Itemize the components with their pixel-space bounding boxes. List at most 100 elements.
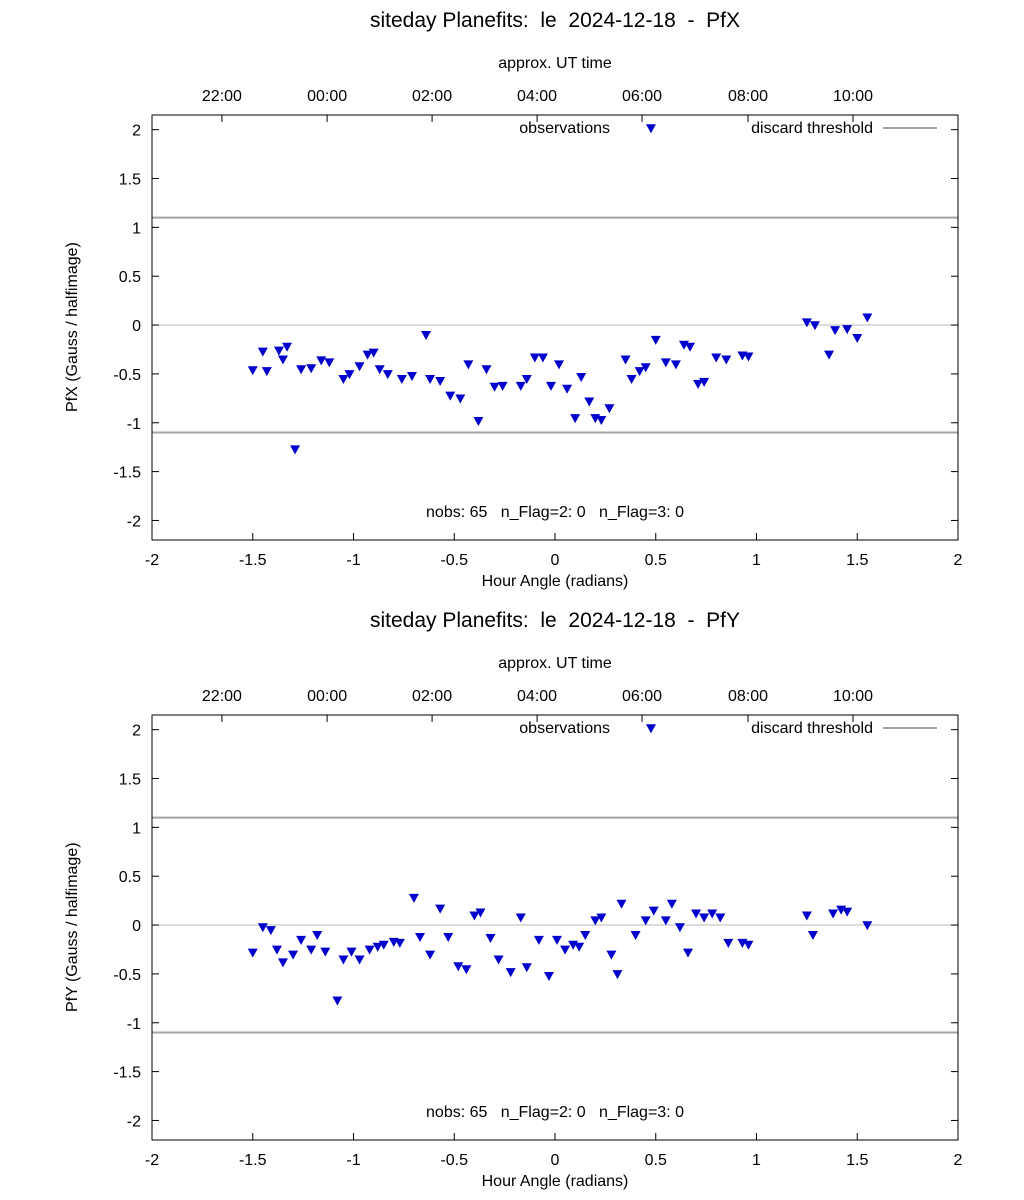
legend-observations-marker	[646, 124, 656, 134]
data-point-marker	[368, 348, 379, 358]
data-point-marker	[584, 397, 595, 407]
ut-time-tick-label: 02:00	[412, 688, 452, 705]
x-tick-label: -0.5	[440, 552, 468, 569]
data-point-marker	[344, 370, 355, 380]
data-point-marker	[691, 909, 702, 919]
data-point-marker	[497, 381, 508, 391]
data-point-marker	[265, 926, 276, 936]
data-point-marker	[374, 365, 385, 375]
data-point-marker	[721, 355, 732, 365]
data-point-marker	[425, 950, 436, 960]
x-tick-label: 0.5	[645, 552, 667, 569]
x-tick-label: 0	[551, 552, 560, 569]
data-point-marker	[537, 353, 548, 363]
ut-time-tick-label: 00:00	[307, 88, 347, 105]
y-tick-label: 1	[132, 820, 141, 837]
x-tick-label: 1	[752, 552, 761, 569]
data-point-marker	[277, 958, 288, 968]
data-point-marker	[481, 365, 492, 375]
ut-time-tick-label: 10:00	[833, 688, 873, 705]
data-point-marker	[290, 445, 301, 455]
data-point-marker	[354, 362, 365, 372]
data-point-marker	[515, 381, 526, 391]
data-point-marker	[648, 906, 659, 916]
data-point-marker	[382, 370, 393, 380]
data-point-marker	[425, 374, 436, 384]
top-axis-title-pfx: approx. UT time	[498, 55, 612, 72]
data-point-marker	[852, 333, 863, 343]
data-point-marker	[634, 367, 645, 377]
data-point-marker	[463, 360, 474, 370]
data-point-marker	[576, 373, 587, 383]
data-point-marker	[670, 360, 681, 370]
data-point-marker	[590, 916, 601, 926]
y-tick-label: -1.5	[113, 465, 141, 482]
data-point-marker	[674, 923, 685, 933]
x-tick-label: -0.5	[440, 1152, 468, 1169]
data-point-marker	[630, 931, 641, 941]
data-point-marker	[338, 374, 349, 384]
data-point-marker	[475, 908, 486, 918]
data-point-marker	[455, 394, 466, 404]
data-point-marker	[801, 911, 812, 921]
data-point-marker	[807, 931, 818, 941]
data-point-marker	[666, 899, 677, 909]
x-tick-label: 0.5	[645, 1152, 667, 1169]
data-point-marker	[533, 935, 544, 945]
x-axis-title-pfx: Hour Angle (radians)	[481, 573, 629, 590]
data-point-marker	[640, 363, 651, 373]
data-point-marker	[711, 353, 722, 363]
pfy-panel: siteday Planefits: le 2024-12-18 - PfY a…	[0, 600, 1024, 1200]
data-point-marker	[443, 932, 454, 942]
data-point-marker	[521, 374, 532, 384]
data-point-marker	[743, 352, 754, 362]
ut-time-tick-label: 08:00	[728, 88, 768, 105]
y-tick-label: 1.5	[119, 772, 141, 789]
top-axis-title-pfy: approx. UT time	[498, 655, 612, 672]
data-point-marker	[271, 945, 282, 955]
data-point-marker	[406, 372, 417, 382]
data-point-marker	[545, 381, 556, 391]
data-point-marker	[685, 342, 696, 352]
data-point-marker	[378, 940, 389, 950]
data-point-marker	[354, 955, 365, 965]
data-point-marker	[612, 970, 623, 980]
data-point-marker	[445, 391, 456, 401]
data-point-marker	[842, 907, 853, 917]
data-point-marker	[650, 335, 661, 345]
y-tick-label: 0	[132, 918, 141, 935]
y-tick-label: -0.5	[113, 367, 141, 384]
chart-title-pfy: siteday Planefits: le 2024-12-18 - PfY	[369, 609, 741, 632]
data-point-marker	[699, 913, 710, 923]
y-tick-label: 2	[132, 723, 141, 740]
stats-annotation-pfx: nobs: 65 n_Flag=2: 0 n_Flag=3: 0	[426, 504, 684, 521]
x-tick-label: 2	[954, 552, 963, 569]
ut-time-tick-label: 04:00	[517, 88, 557, 105]
data-point-marker	[261, 367, 272, 377]
x-tick-label: 2	[954, 1152, 963, 1169]
data-point-marker	[543, 972, 554, 982]
data-point-marker	[554, 360, 565, 370]
data-point-marker	[580, 931, 591, 941]
data-point-marker	[830, 326, 841, 336]
data-point-marker	[414, 932, 425, 942]
data-point-marker	[316, 356, 327, 366]
data-point-marker	[699, 377, 710, 387]
data-point-marker	[606, 950, 617, 960]
legend-observations-marker	[646, 724, 656, 734]
data-point-marker	[394, 938, 405, 948]
data-point-marker	[574, 942, 585, 952]
data-point-marker	[257, 347, 268, 357]
ut-time-tick-label: 04:00	[517, 688, 557, 705]
data-point-marker	[493, 955, 504, 965]
data-point-marker	[435, 904, 446, 914]
data-point-marker	[421, 331, 432, 341]
data-point-marker	[693, 379, 704, 389]
x-tick-label: -2	[145, 1152, 159, 1169]
x-tick-label: -1.5	[239, 1152, 267, 1169]
legend-observations-label-pfy: observations	[519, 720, 610, 737]
y-tick-label: 1	[132, 220, 141, 237]
ut-time-tick-label: 08:00	[728, 688, 768, 705]
legend-discard-threshold-label-pfy: discard threshold	[751, 720, 873, 737]
